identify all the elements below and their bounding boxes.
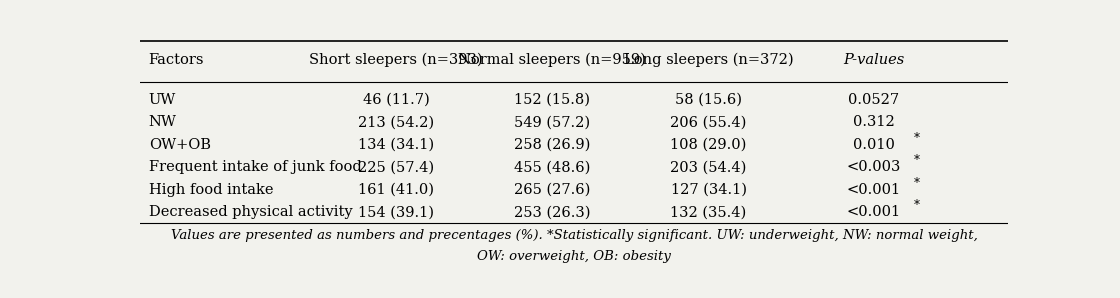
Text: *: * <box>914 132 920 145</box>
Text: 0.010: 0.010 <box>852 138 895 152</box>
Text: Decreased physical activity: Decreased physical activity <box>149 205 353 219</box>
Text: OW: overweight, OB: obesity: OW: overweight, OB: obesity <box>477 249 671 263</box>
Text: OW+OB: OW+OB <box>149 138 211 152</box>
Text: <0.001: <0.001 <box>847 205 900 219</box>
Text: 152 (15.8): 152 (15.8) <box>514 93 590 107</box>
Text: Factors: Factors <box>149 53 204 67</box>
Text: 46 (11.7): 46 (11.7) <box>363 93 429 107</box>
Text: 108 (29.0): 108 (29.0) <box>671 138 747 152</box>
Text: High food intake: High food intake <box>149 183 273 197</box>
Text: 225 (57.4): 225 (57.4) <box>358 160 435 174</box>
Text: 58 (15.6): 58 (15.6) <box>675 93 743 107</box>
Text: Normal sleepers (n=959): Normal sleepers (n=959) <box>458 53 646 67</box>
Text: Short sleepers (n=393): Short sleepers (n=393) <box>309 53 483 67</box>
Text: 455 (48.6): 455 (48.6) <box>514 160 590 174</box>
Text: Long sleepers (n=372): Long sleepers (n=372) <box>624 53 793 67</box>
Text: 258 (26.9): 258 (26.9) <box>514 138 590 152</box>
Text: Frequent intake of junk food: Frequent intake of junk food <box>149 160 362 174</box>
Text: 134 (34.1): 134 (34.1) <box>358 138 435 152</box>
Text: NW: NW <box>149 116 177 130</box>
Text: *: * <box>914 199 920 212</box>
Text: *: * <box>914 177 920 190</box>
Text: 127 (34.1): 127 (34.1) <box>671 183 747 197</box>
Text: <0.001: <0.001 <box>847 183 900 197</box>
Text: 0.0527: 0.0527 <box>848 93 899 107</box>
Text: 213 (54.2): 213 (54.2) <box>358 116 435 130</box>
Text: 253 (26.3): 253 (26.3) <box>514 205 590 219</box>
Text: 161 (41.0): 161 (41.0) <box>358 183 435 197</box>
Text: <0.003: <0.003 <box>847 160 900 174</box>
Text: 549 (57.2): 549 (57.2) <box>514 116 590 130</box>
Text: *: * <box>914 154 920 167</box>
Text: 132 (35.4): 132 (35.4) <box>671 205 747 219</box>
Text: 206 (55.4): 206 (55.4) <box>671 116 747 130</box>
Text: 265 (27.6): 265 (27.6) <box>514 183 590 197</box>
Text: 154 (39.1): 154 (39.1) <box>358 205 435 219</box>
Text: Values are presented as numbers and precentages (%). *Statistically significant.: Values are presented as numbers and prec… <box>170 229 978 242</box>
Text: 203 (54.4): 203 (54.4) <box>671 160 747 174</box>
Text: 0.312: 0.312 <box>852 116 895 130</box>
Text: UW: UW <box>149 93 176 107</box>
Text: P-values: P-values <box>843 53 904 67</box>
